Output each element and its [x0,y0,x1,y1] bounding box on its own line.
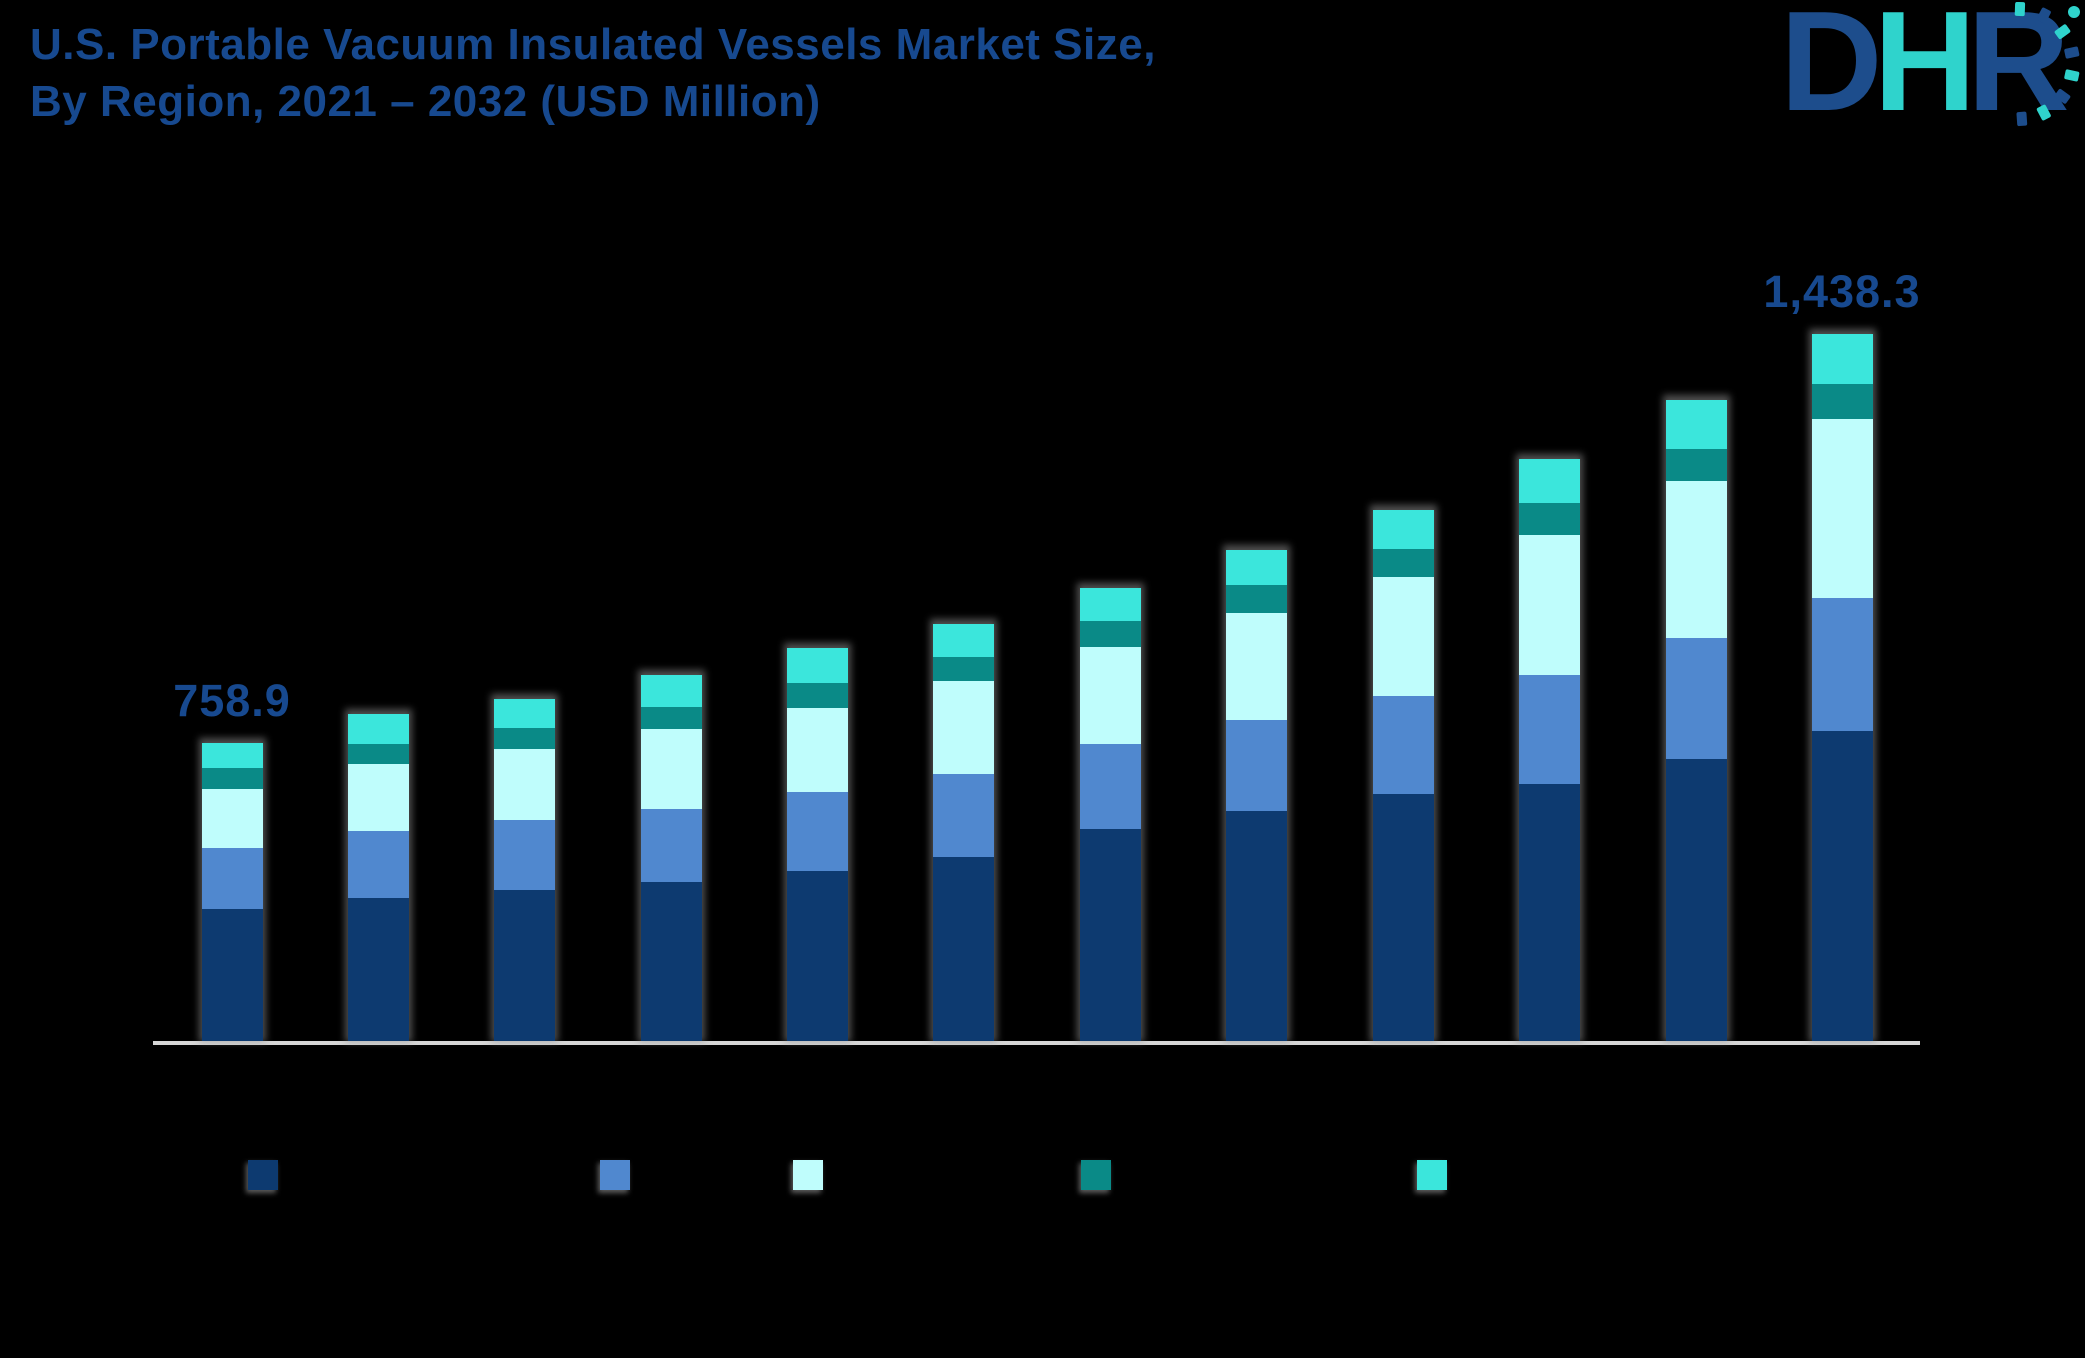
bar-2029 [1372,510,1434,1041]
dhr-logo: DHR [1780,0,2080,152]
segment-region-4-dark-teal-2025 [786,683,848,708]
segment-region-5-turquoise-2024 [640,675,702,707]
segment-region-1-dark-navy-2028 [1225,811,1287,1041]
segment-region-2-medium-blue-2021 [201,848,263,909]
segment-region-4-dark-teal-2026 [932,657,994,681]
segment-region-2-medium-blue-2022 [347,831,409,898]
segment-region-2-medium-blue-2024 [640,809,702,882]
segment-region-5-turquoise-2027 [1079,588,1141,621]
segment-region-3-pale-cyan-2027 [1079,647,1141,744]
logo-dot-icon [2064,46,2080,59]
bar-2023 [493,699,555,1041]
bar-total-label-2032: 1,438.3 [1763,266,1921,317]
segment-region-5-turquoise-2029 [1372,510,1434,549]
dhr-logo-letter-h: H [1873,0,1977,141]
segment-region-4-dark-teal-2021 [201,768,263,789]
legend-swatch-4 [1081,1160,1111,1190]
legend-swatch-2 [600,1160,630,1190]
segment-region-3-pale-cyan-2021 [201,789,263,848]
segment-region-1-dark-navy-2023 [493,890,555,1041]
logo-dot-icon [2054,88,2071,104]
segment-region-3-pale-cyan-2026 [932,681,994,774]
segment-region-4-dark-teal-2032 [1811,384,1873,419]
segment-region-1-dark-navy-2030 [1518,784,1580,1041]
segment-region-4-dark-teal-2027 [1079,621,1141,647]
segment-region-5-turquoise-2026 [932,624,994,657]
segment-region-2-medium-blue-2023 [493,820,555,890]
segment-region-3-pale-cyan-2029 [1372,577,1434,696]
legend-swatch-1 [248,1160,278,1190]
bar-2031 [1665,400,1727,1041]
segment-region-2-medium-blue-2027 [1079,744,1141,829]
segment-region-1-dark-navy-2032 [1811,731,1873,1041]
segment-region-3-pale-cyan-2031 [1665,481,1727,638]
segment-region-4-dark-teal-2022 [347,744,409,764]
segment-region-1-dark-navy-2029 [1372,794,1434,1041]
x-axis-line [153,1041,1920,1045]
segment-region-5-turquoise-2025 [786,648,848,683]
segment-region-2-medium-blue-2029 [1372,696,1434,794]
segment-region-3-pale-cyan-2032 [1811,419,1873,598]
bar-2021 [201,743,263,1041]
segment-region-5-turquoise-2031 [1665,400,1727,449]
chart-title-line-1: U.S. Portable Vacuum Insulated Vessels M… [30,20,1156,69]
segment-region-5-turquoise-2030 [1518,459,1580,503]
segment-region-1-dark-navy-2031 [1665,759,1727,1041]
logo-dot-icon [2036,104,2051,121]
bar-2022 [347,714,409,1041]
bar-2032 [1811,334,1873,1041]
dhr-logo-dots-icon [2014,2,2080,127]
logo-dot-icon [2014,2,2026,17]
logo-dot-icon [2054,24,2071,40]
segment-region-1-dark-navy-2026 [932,857,994,1041]
bar-2026 [932,624,994,1041]
segment-region-1-dark-navy-2025 [786,871,848,1041]
segment-region-3-pale-cyan-2028 [1225,613,1287,720]
logo-spark-dot-icon [2068,6,2080,18]
legend-swatch-3 [793,1160,823,1190]
segment-region-4-dark-teal-2023 [493,728,555,749]
logo-dot-icon [2016,111,2028,127]
segment-region-2-medium-blue-2032 [1811,598,1873,731]
segment-region-5-turquoise-2021 [201,743,263,768]
segment-region-1-dark-navy-2022 [347,898,409,1041]
segment-region-3-pale-cyan-2030 [1518,535,1580,675]
legend-swatch-5 [1417,1160,1447,1190]
segment-region-1-dark-navy-2021 [201,909,263,1041]
segment-region-2-medium-blue-2026 [932,774,994,857]
segment-region-2-medium-blue-2028 [1225,720,1287,811]
bar-2028 [1225,550,1287,1041]
segment-region-1-dark-navy-2027 [1079,829,1141,1041]
segment-region-5-turquoise-2022 [347,714,409,744]
segment-region-2-medium-blue-2030 [1518,675,1580,784]
logo-dot-icon [2036,7,2051,24]
bar-2030 [1518,459,1580,1041]
chart-title-line-2: By Region, 2021 – 2032 (USD Million) [30,77,821,126]
chart-title: U.S. Portable Vacuum Insulated Vessels M… [30,16,1156,130]
segment-region-3-pale-cyan-2025 [786,708,848,792]
dhr-logo-letter-d: D [1780,0,1883,141]
segment-region-4-dark-teal-2029 [1372,549,1434,577]
segment-region-5-turquoise-2028 [1225,550,1287,585]
dhr-logo-letters: DHR [1780,0,2070,133]
logo-dot-icon [2064,69,2080,82]
segment-region-5-turquoise-2032 [1811,334,1873,384]
dhr-logo-letter-r: R [1967,0,2070,141]
bar-2024 [640,675,702,1041]
segment-region-4-dark-teal-2031 [1665,449,1727,481]
bar-2027 [1079,588,1141,1041]
segment-region-3-pale-cyan-2022 [347,764,409,831]
segment-region-4-dark-teal-2028 [1225,585,1287,613]
segment-region-4-dark-teal-2030 [1518,503,1580,535]
segment-region-5-turquoise-2023 [493,699,555,728]
bar-2025 [786,648,848,1041]
bar-total-label-2021: 758.9 [173,675,291,726]
segment-region-2-medium-blue-2031 [1665,638,1727,759]
segment-region-3-pale-cyan-2024 [640,729,702,809]
segment-region-4-dark-teal-2024 [640,707,702,729]
segment-region-2-medium-blue-2025 [786,792,848,871]
segment-region-1-dark-navy-2024 [640,882,702,1041]
segment-region-3-pale-cyan-2023 [493,749,555,820]
